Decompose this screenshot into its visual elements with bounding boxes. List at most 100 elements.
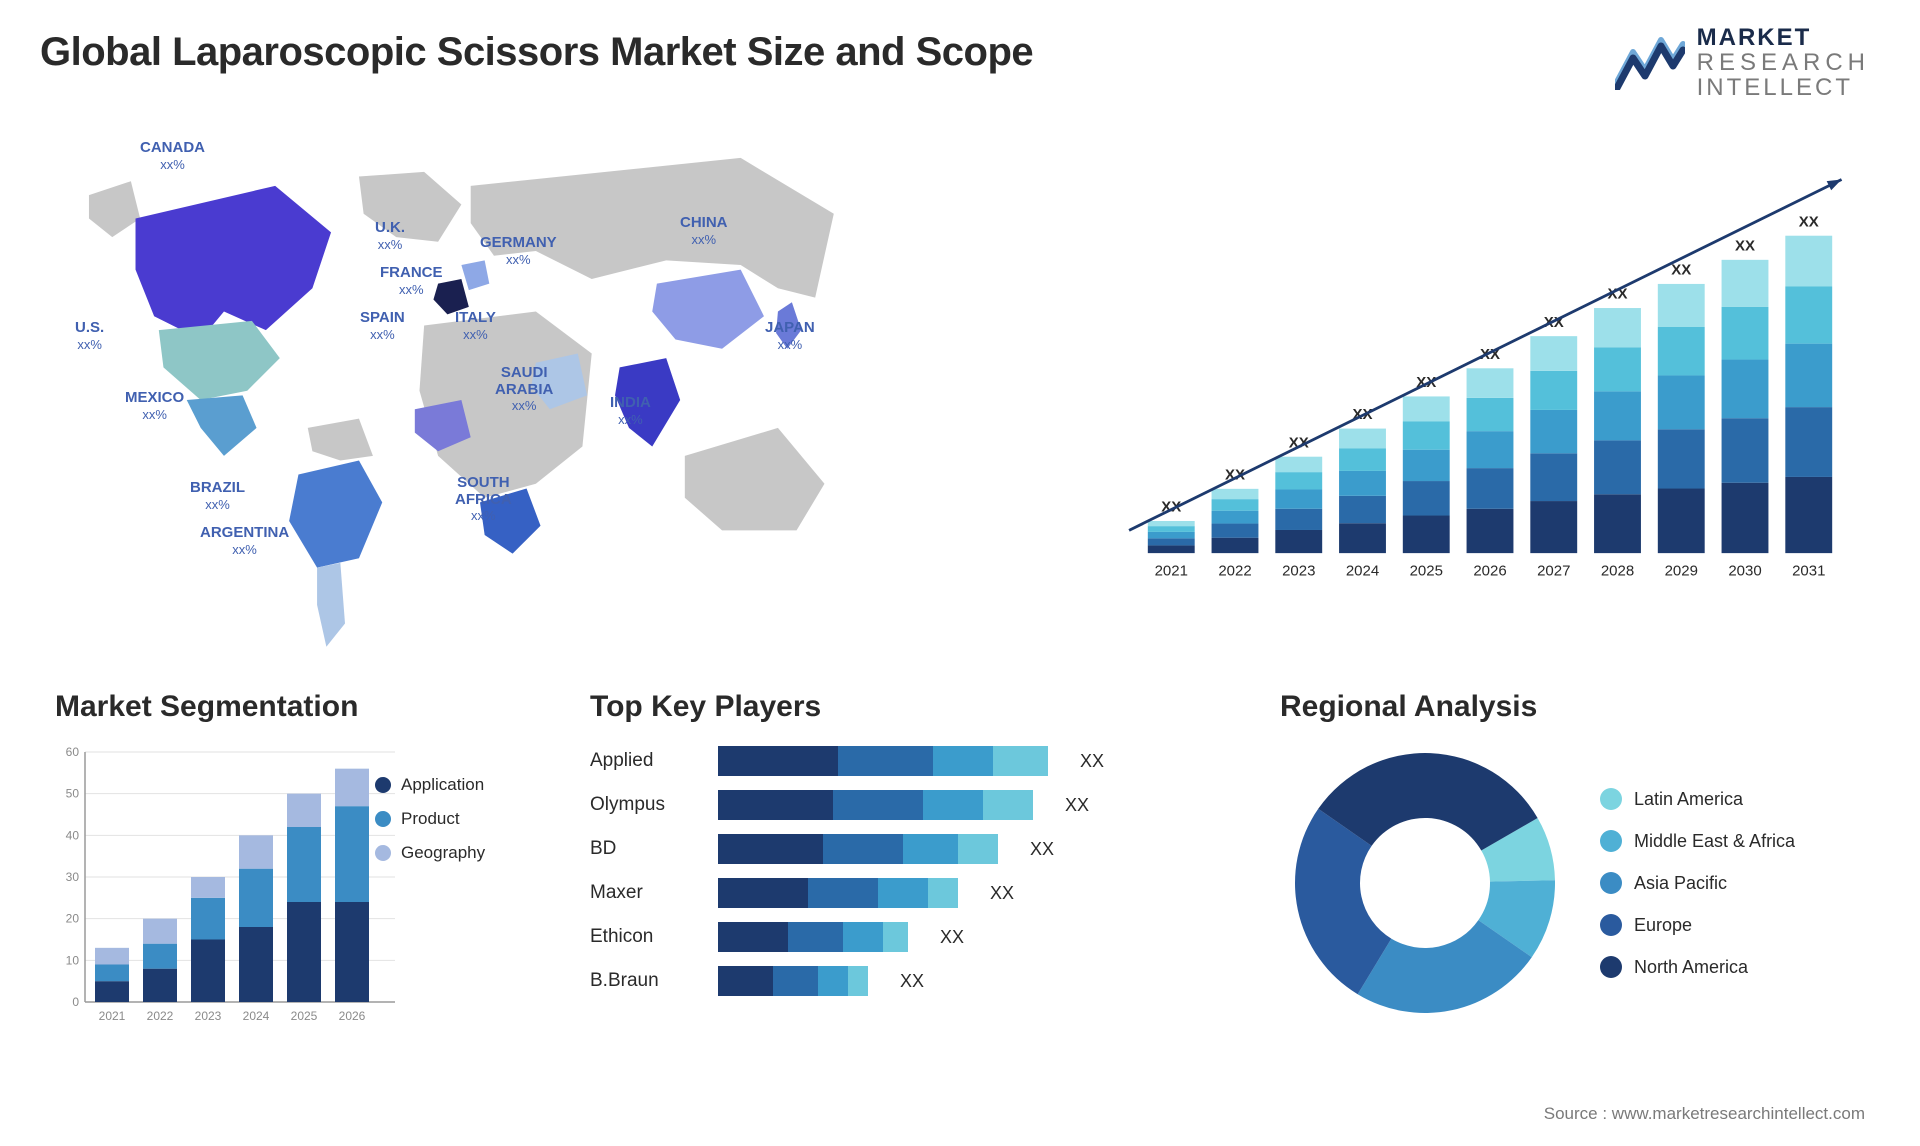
legend-dot-icon bbox=[1600, 830, 1622, 852]
svg-text:XX: XX bbox=[1671, 262, 1691, 279]
svg-text:60: 60 bbox=[66, 745, 80, 759]
key-player-value: XX bbox=[1065, 795, 1089, 816]
svg-text:2022: 2022 bbox=[147, 1009, 174, 1023]
svg-text:30: 30 bbox=[66, 870, 80, 884]
svg-text:2024: 2024 bbox=[1346, 563, 1379, 580]
map-label: ARGENTINAxx% bbox=[200, 525, 289, 558]
map-label: CANADAxx% bbox=[140, 140, 205, 173]
region-legend-label: Middle East & Africa bbox=[1634, 831, 1795, 852]
key-player-name: Olympus bbox=[590, 794, 700, 816]
region-legend-item: North America bbox=[1600, 956, 1795, 978]
map-label: CHINAxx% bbox=[680, 215, 728, 248]
map-label: SAUDIARABIAxx% bbox=[495, 365, 553, 415]
region-legend-item: Middle East & Africa bbox=[1600, 830, 1795, 852]
svg-text:2027: 2027 bbox=[1537, 563, 1570, 580]
page-title: Global Laparoscopic Scissors Market Size… bbox=[40, 30, 1880, 75]
svg-text:2026: 2026 bbox=[339, 1009, 366, 1023]
map-label: SPAINxx% bbox=[360, 310, 405, 343]
key-player-name: BD bbox=[590, 838, 700, 860]
key-player-bar bbox=[718, 746, 1048, 776]
svg-text:2023: 2023 bbox=[1282, 563, 1315, 580]
region-legend-label: Asia Pacific bbox=[1634, 873, 1727, 894]
key-player-bar bbox=[718, 922, 908, 952]
brand-logo: MARKET RESEARCH INTELLECT bbox=[1615, 25, 1870, 101]
legend-label: Product bbox=[401, 809, 460, 829]
logo-text-3: INTELLECT bbox=[1697, 75, 1870, 100]
key-player-value: XX bbox=[940, 927, 964, 948]
key-players-title: Top Key Players bbox=[590, 690, 1210, 724]
svg-text:2030: 2030 bbox=[1728, 563, 1761, 580]
map-label: FRANCExx% bbox=[380, 265, 443, 298]
legend-dot-icon bbox=[375, 811, 391, 827]
region-legend-label: Latin America bbox=[1634, 789, 1743, 810]
region-legend-item: Europe bbox=[1600, 914, 1795, 936]
legend-dot-icon bbox=[1600, 914, 1622, 936]
key-player-name: Ethicon bbox=[590, 926, 700, 948]
regional-title: Regional Analysis bbox=[1280, 690, 1860, 724]
region-legend-label: Europe bbox=[1634, 915, 1692, 936]
svg-text:2029: 2029 bbox=[1665, 563, 1698, 580]
map-label: MEXICOxx% bbox=[125, 390, 184, 423]
svg-text:2021: 2021 bbox=[1155, 563, 1188, 580]
region-legend-item: Latin America bbox=[1600, 788, 1795, 810]
svg-text:XX: XX bbox=[1735, 237, 1755, 254]
key-player-value: XX bbox=[990, 883, 1014, 904]
key-player-name: Maxer bbox=[590, 882, 700, 904]
svg-text:2025: 2025 bbox=[291, 1009, 318, 1023]
key-player-value: XX bbox=[1030, 839, 1054, 860]
map-label: ITALYxx% bbox=[455, 310, 496, 343]
svg-text:0: 0 bbox=[72, 995, 79, 1009]
key-player-row: Ethicon XX bbox=[590, 922, 1210, 952]
legend-label: Application bbox=[401, 775, 484, 795]
key-player-bar bbox=[718, 790, 1033, 820]
svg-text:XX: XX bbox=[1799, 213, 1819, 230]
map-label: GERMANYxx% bbox=[480, 235, 557, 268]
key-player-value: XX bbox=[900, 971, 924, 992]
logo-text-2: RESEARCH bbox=[1697, 50, 1870, 75]
source-footer: Source : www.marketresearchintellect.com bbox=[1544, 1104, 1865, 1124]
key-player-bar bbox=[718, 834, 998, 864]
logo-text-1: MARKET bbox=[1697, 25, 1870, 50]
legend-item: Geography bbox=[375, 843, 485, 863]
key-player-value: XX bbox=[1080, 751, 1104, 772]
svg-text:2022: 2022 bbox=[1218, 563, 1251, 580]
segmentation-legend: Application Product Geography bbox=[375, 775, 485, 863]
svg-text:2023: 2023 bbox=[195, 1009, 222, 1023]
svg-text:2028: 2028 bbox=[1601, 563, 1634, 580]
map-label: INDIAxx% bbox=[610, 395, 651, 428]
svg-text:10: 10 bbox=[66, 953, 80, 967]
map-label: U.K.xx% bbox=[375, 220, 405, 253]
map-label: BRAZILxx% bbox=[190, 480, 245, 513]
world-map: CANADAxx% U.S.xx% MEXICOxx% BRAZILxx% ARGENT… bbox=[40, 130, 920, 670]
legend-dot-icon bbox=[1600, 872, 1622, 894]
svg-text:40: 40 bbox=[66, 828, 80, 842]
map-label: JAPANxx% bbox=[765, 320, 815, 353]
key-player-bar bbox=[718, 878, 958, 908]
map-label: U.S.xx% bbox=[75, 320, 104, 353]
svg-text:2024: 2024 bbox=[243, 1009, 270, 1023]
svg-text:2031: 2031 bbox=[1792, 563, 1825, 580]
svg-text:2025: 2025 bbox=[1410, 563, 1443, 580]
segmentation-chart: 0102030405060202120222023202420252026 bbox=[55, 742, 405, 1052]
svg-text:50: 50 bbox=[66, 787, 80, 801]
regional-legend: Latin America Middle East & Africa Asia Pa… bbox=[1600, 788, 1795, 978]
key-player-row: Maxer XX bbox=[590, 878, 1210, 908]
key-player-row: Applied XX bbox=[590, 746, 1210, 776]
svg-text:2026: 2026 bbox=[1473, 563, 1506, 580]
logo-mark-icon bbox=[1615, 30, 1685, 95]
legend-dot-icon bbox=[375, 777, 391, 793]
map-label: SOUTHAFRICAxx% bbox=[455, 475, 512, 525]
legend-item: Product bbox=[375, 809, 485, 829]
key-player-name: Applied bbox=[590, 750, 700, 772]
legend-label: Geography bbox=[401, 843, 485, 863]
regional-donut bbox=[1280, 738, 1570, 1028]
region-legend-label: North America bbox=[1634, 957, 1748, 978]
legend-item: Application bbox=[375, 775, 485, 795]
key-players-chart: AppliedXXOlympusXXBDXXMaxerXXEthiconXXB.… bbox=[590, 746, 1210, 996]
svg-text:20: 20 bbox=[66, 912, 80, 926]
market-size-chart: XX2021XX2022XX2023XX2024XX2025XX2026XX20… bbox=[1110, 150, 1870, 600]
segmentation-title: Market Segmentation bbox=[55, 690, 555, 724]
key-player-row: BD XX bbox=[590, 834, 1210, 864]
key-player-row: B.BraunXX bbox=[590, 966, 1210, 996]
legend-dot-icon bbox=[1600, 788, 1622, 810]
